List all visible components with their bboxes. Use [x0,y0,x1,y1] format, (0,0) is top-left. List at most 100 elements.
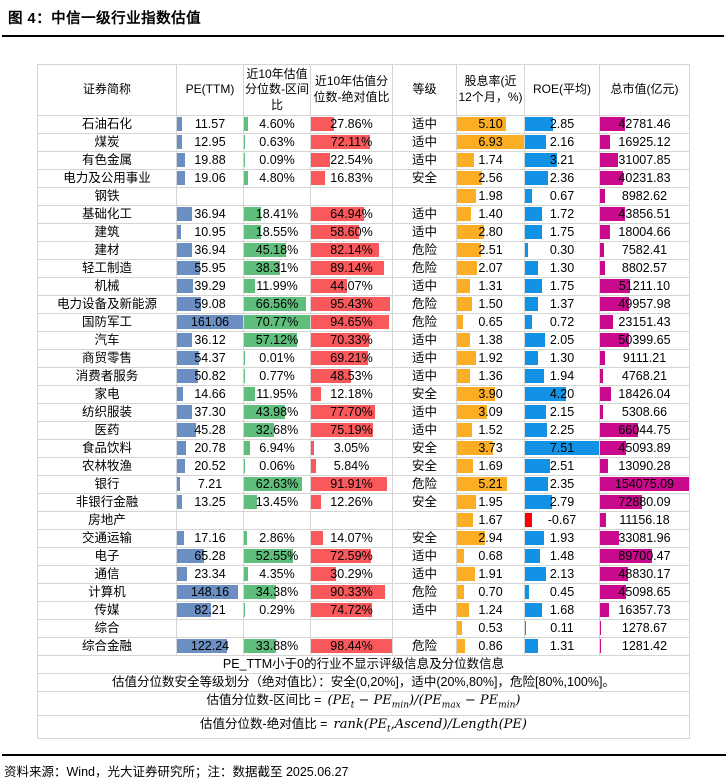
rating-cell: 危险 [392,259,457,278]
table-row: 房地产 1.67 -0.67 11156.18 [37,511,690,530]
data-bar [177,351,200,365]
interval-percentile-cell: 0.29% [243,601,311,620]
dividend-yield-cell: 0.70 [456,583,525,602]
market-cap-cell: 49957.98 [599,295,690,314]
data-bar [457,297,472,311]
roe-cell: 1.75 [524,277,600,296]
data-bar [600,549,652,563]
roe-cell: 4.20 [524,385,600,404]
data-bar [177,315,243,329]
absolute-percentile-cell: 89.14% [310,259,393,278]
interval-percentile-cell: 66.56% [243,295,311,314]
data-bar [244,333,298,347]
data-bar [600,603,610,617]
data-bar [177,639,228,653]
data-bar [177,117,182,131]
table-row: 钢铁 1.98 0.67 8982.62 [37,187,690,206]
pe-cell: 161.06 [176,313,244,332]
data-bar [244,387,256,401]
rating-cell: 适中 [392,331,457,350]
dividend-yield-cell: 2.80 [456,223,525,242]
data-bar [457,495,476,509]
data-bar [244,315,310,329]
data-bar [457,369,471,383]
table-row: 农林牧渔 20.52 0.06% 5.84% 安全 1.69 2.51 13090.28 [37,457,690,476]
interval-percentile-cell: 2.86% [243,529,311,548]
data-bar [311,315,389,329]
formula-row: 估值分位数-绝对值比 = rank(PEt,Ascend)/Length(PE) [37,714,690,740]
data-bar [311,135,371,149]
data-bar [177,153,186,167]
roe-cell: 2.16 [524,133,600,152]
data-bar [244,585,277,599]
formula-absolute-expression: rank(PEt,Ascend)/Length(PE) [333,716,527,735]
dividend-yield-cell: 0.86 [456,637,525,656]
rating-cell: 适中 [392,421,457,440]
data-bar [525,243,528,257]
market-cap-cell: 45098.65 [599,583,690,602]
rating-cell: 危险 [392,313,457,332]
column-header-0: 证券简称 [37,64,177,116]
data-bar [311,351,368,365]
table-row: 通信 23.34 4.35% 30.29% 适中 1.91 2.13 48830.17 [37,565,690,584]
absolute-percentile-cell: 3.05% [310,439,393,458]
data-bar [525,207,542,221]
interval-percentile-cell: 18.41% [243,205,311,224]
roe-cell: 2.85 [524,115,600,134]
interval-percentile-cell: 57.12% [243,331,311,350]
data-bar [311,603,373,617]
data-bar [457,639,466,653]
industry-name-cell: 建筑 [37,223,177,242]
rating-cell: 适中 [392,133,457,152]
absolute-percentile-cell: 72.11% [310,133,393,152]
data-bar [244,477,303,491]
market-cap-cell: 154075.09 [599,475,690,494]
rating-cell [392,511,457,530]
dividend-yield-cell: 2.07 [456,259,525,278]
pe-cell: 19.88 [176,151,244,170]
roe-cell: 3.21 [524,151,600,170]
data-bar [311,207,365,221]
data-bar [177,603,211,617]
data-bar [457,207,471,221]
market-cap-cell: 8802.57 [599,259,690,278]
data-bar [457,387,495,401]
industry-name-cell: 房地产 [37,511,177,530]
data-bar [457,621,463,635]
table-row: 电力及公用事业 19.06 4.80% 16.83% 安全 2.56 2.36 40231.8… [37,169,690,188]
data-bar [600,621,601,635]
industry-name-cell: 煤炭 [37,133,177,152]
formula-interval-label: 估值分位数-区间比 = [206,693,322,707]
data-bar [525,603,542,617]
roe-cell: 2.13 [524,565,600,584]
industry-name-cell: 有色金属 [37,151,177,170]
dividend-yield-cell: 1.38 [456,331,525,350]
title-divider [2,35,724,37]
table-row: 银行 7.21 62.63% 91.91% 危险 5.21 2.35 154075.09 [37,475,690,494]
data-bar [244,243,287,257]
market-cap-cell: 16925.12 [599,133,690,152]
interval-percentile-cell: 45.18% [243,241,311,260]
column-header-1: PE(TTM) [176,64,244,116]
data-bar [311,171,325,185]
market-cap-cell: 51211.10 [599,277,690,296]
table-row: 建材 36.94 45.18% 82.14% 危险 2.51 0.30 7582.41 [37,241,690,260]
data-bar [525,459,550,473]
market-cap-cell: 16357.73 [599,601,690,620]
table-row: 煤炭 12.95 0.63% 72.11% 适中 6.93 2.16 16925.12 [37,133,690,152]
data-bar [600,189,606,203]
absolute-percentile-cell: 90.33% [310,583,393,602]
table-row: 综合 0.53 0.11 1278.67 [37,619,690,638]
rating-cell [392,187,457,206]
data-bar [457,423,472,437]
data-bar [525,351,538,365]
data-bar [525,567,546,581]
rating-cell: 危险 [392,583,457,602]
market-cap-cell: 45093.89 [599,439,690,458]
data-bar [600,369,603,383]
dividend-yield-cell: 0.65 [456,313,525,332]
interval-percentile-cell: 18.55% [243,223,311,242]
data-bar [177,171,185,185]
dividend-yield-cell: 3.73 [456,439,525,458]
data-bar [457,279,470,293]
